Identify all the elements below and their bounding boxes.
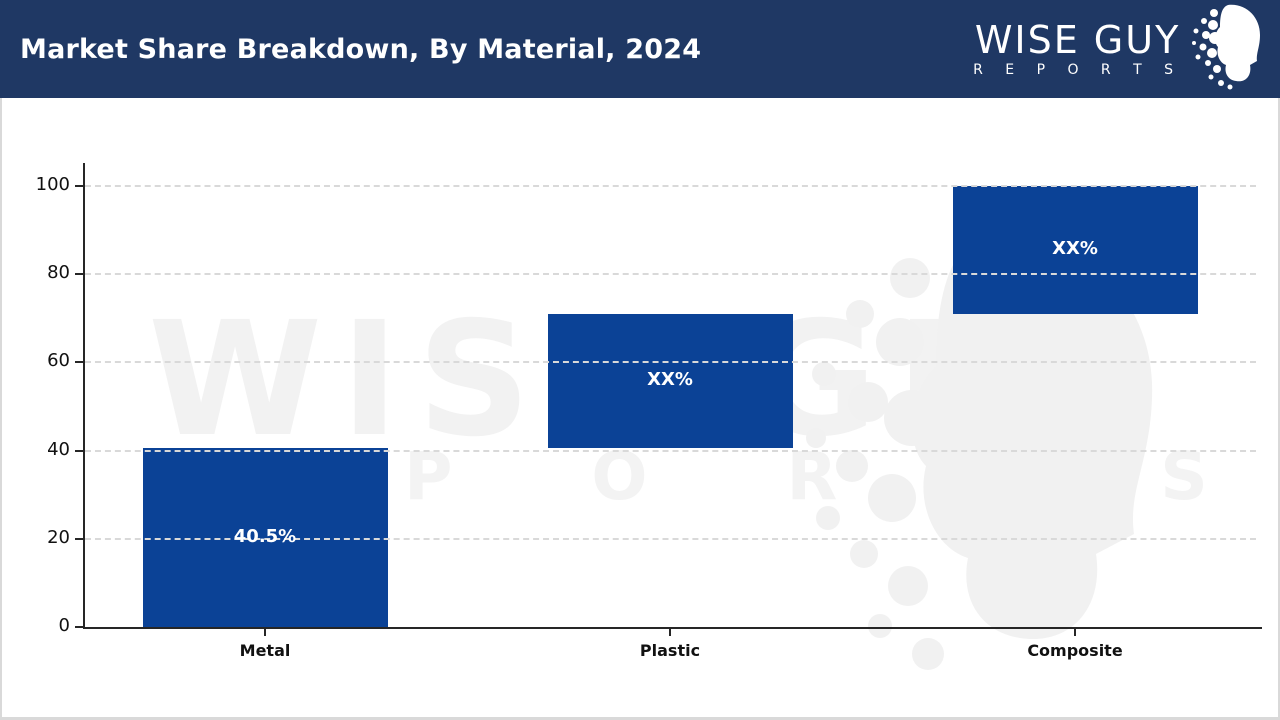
y-tick-label: 80 [47,262,70,284]
y-tick-label: 40 [47,438,70,460]
y-axis-spine [83,163,85,629]
y-tick-mark [75,537,83,540]
x-axis-label-metal: Metal [239,641,291,660]
logo-subtitle: R E P O R T S [973,62,1182,78]
gridline-y60 [85,361,1256,364]
x-tick-mark [669,629,671,636]
y-tick-label: 60 [47,350,70,372]
bar-metal [142,448,388,627]
x-axis-label-plastic: Plastic [639,641,701,660]
page-title: Market Share Breakdown, By Material, 202… [20,33,702,65]
header: Market Share Breakdown, By Material, 202… [0,0,1280,98]
x-axis-spine [83,627,1262,629]
y-tick-label: 20 [47,526,70,548]
bar-value-label: 40.5% [233,525,297,547]
y-tick-mark [75,361,83,364]
y-tick-mark [75,273,83,276]
bar-value-label: XX% [647,369,693,391]
y-tick-label: 0 [58,615,70,636]
bar-composite [952,186,1198,314]
x-tick-mark [1074,629,1076,636]
x-tick-mark [264,629,266,636]
bar-value-label: XX% [1052,237,1098,259]
logo-wordmark: WISE GUY [974,18,1181,62]
logo: WISE GUY R E P O R T S [973,3,1262,95]
y-tick-label: 100 [35,174,70,195]
bar-plastic [547,313,793,449]
gridline-y40 [85,449,1256,452]
y-tick-mark [75,626,83,628]
y-tick-mark [75,449,83,452]
gridline-y100 [85,185,1256,187]
logo-head-icon [1184,3,1262,95]
gridline-y20 [85,537,1256,540]
gridline-y80 [85,273,1256,276]
y-tick-mark [75,185,83,187]
x-axis-label-composite: Composite [1027,641,1123,660]
logo-text: WISE GUY R E P O R T S [973,21,1182,77]
